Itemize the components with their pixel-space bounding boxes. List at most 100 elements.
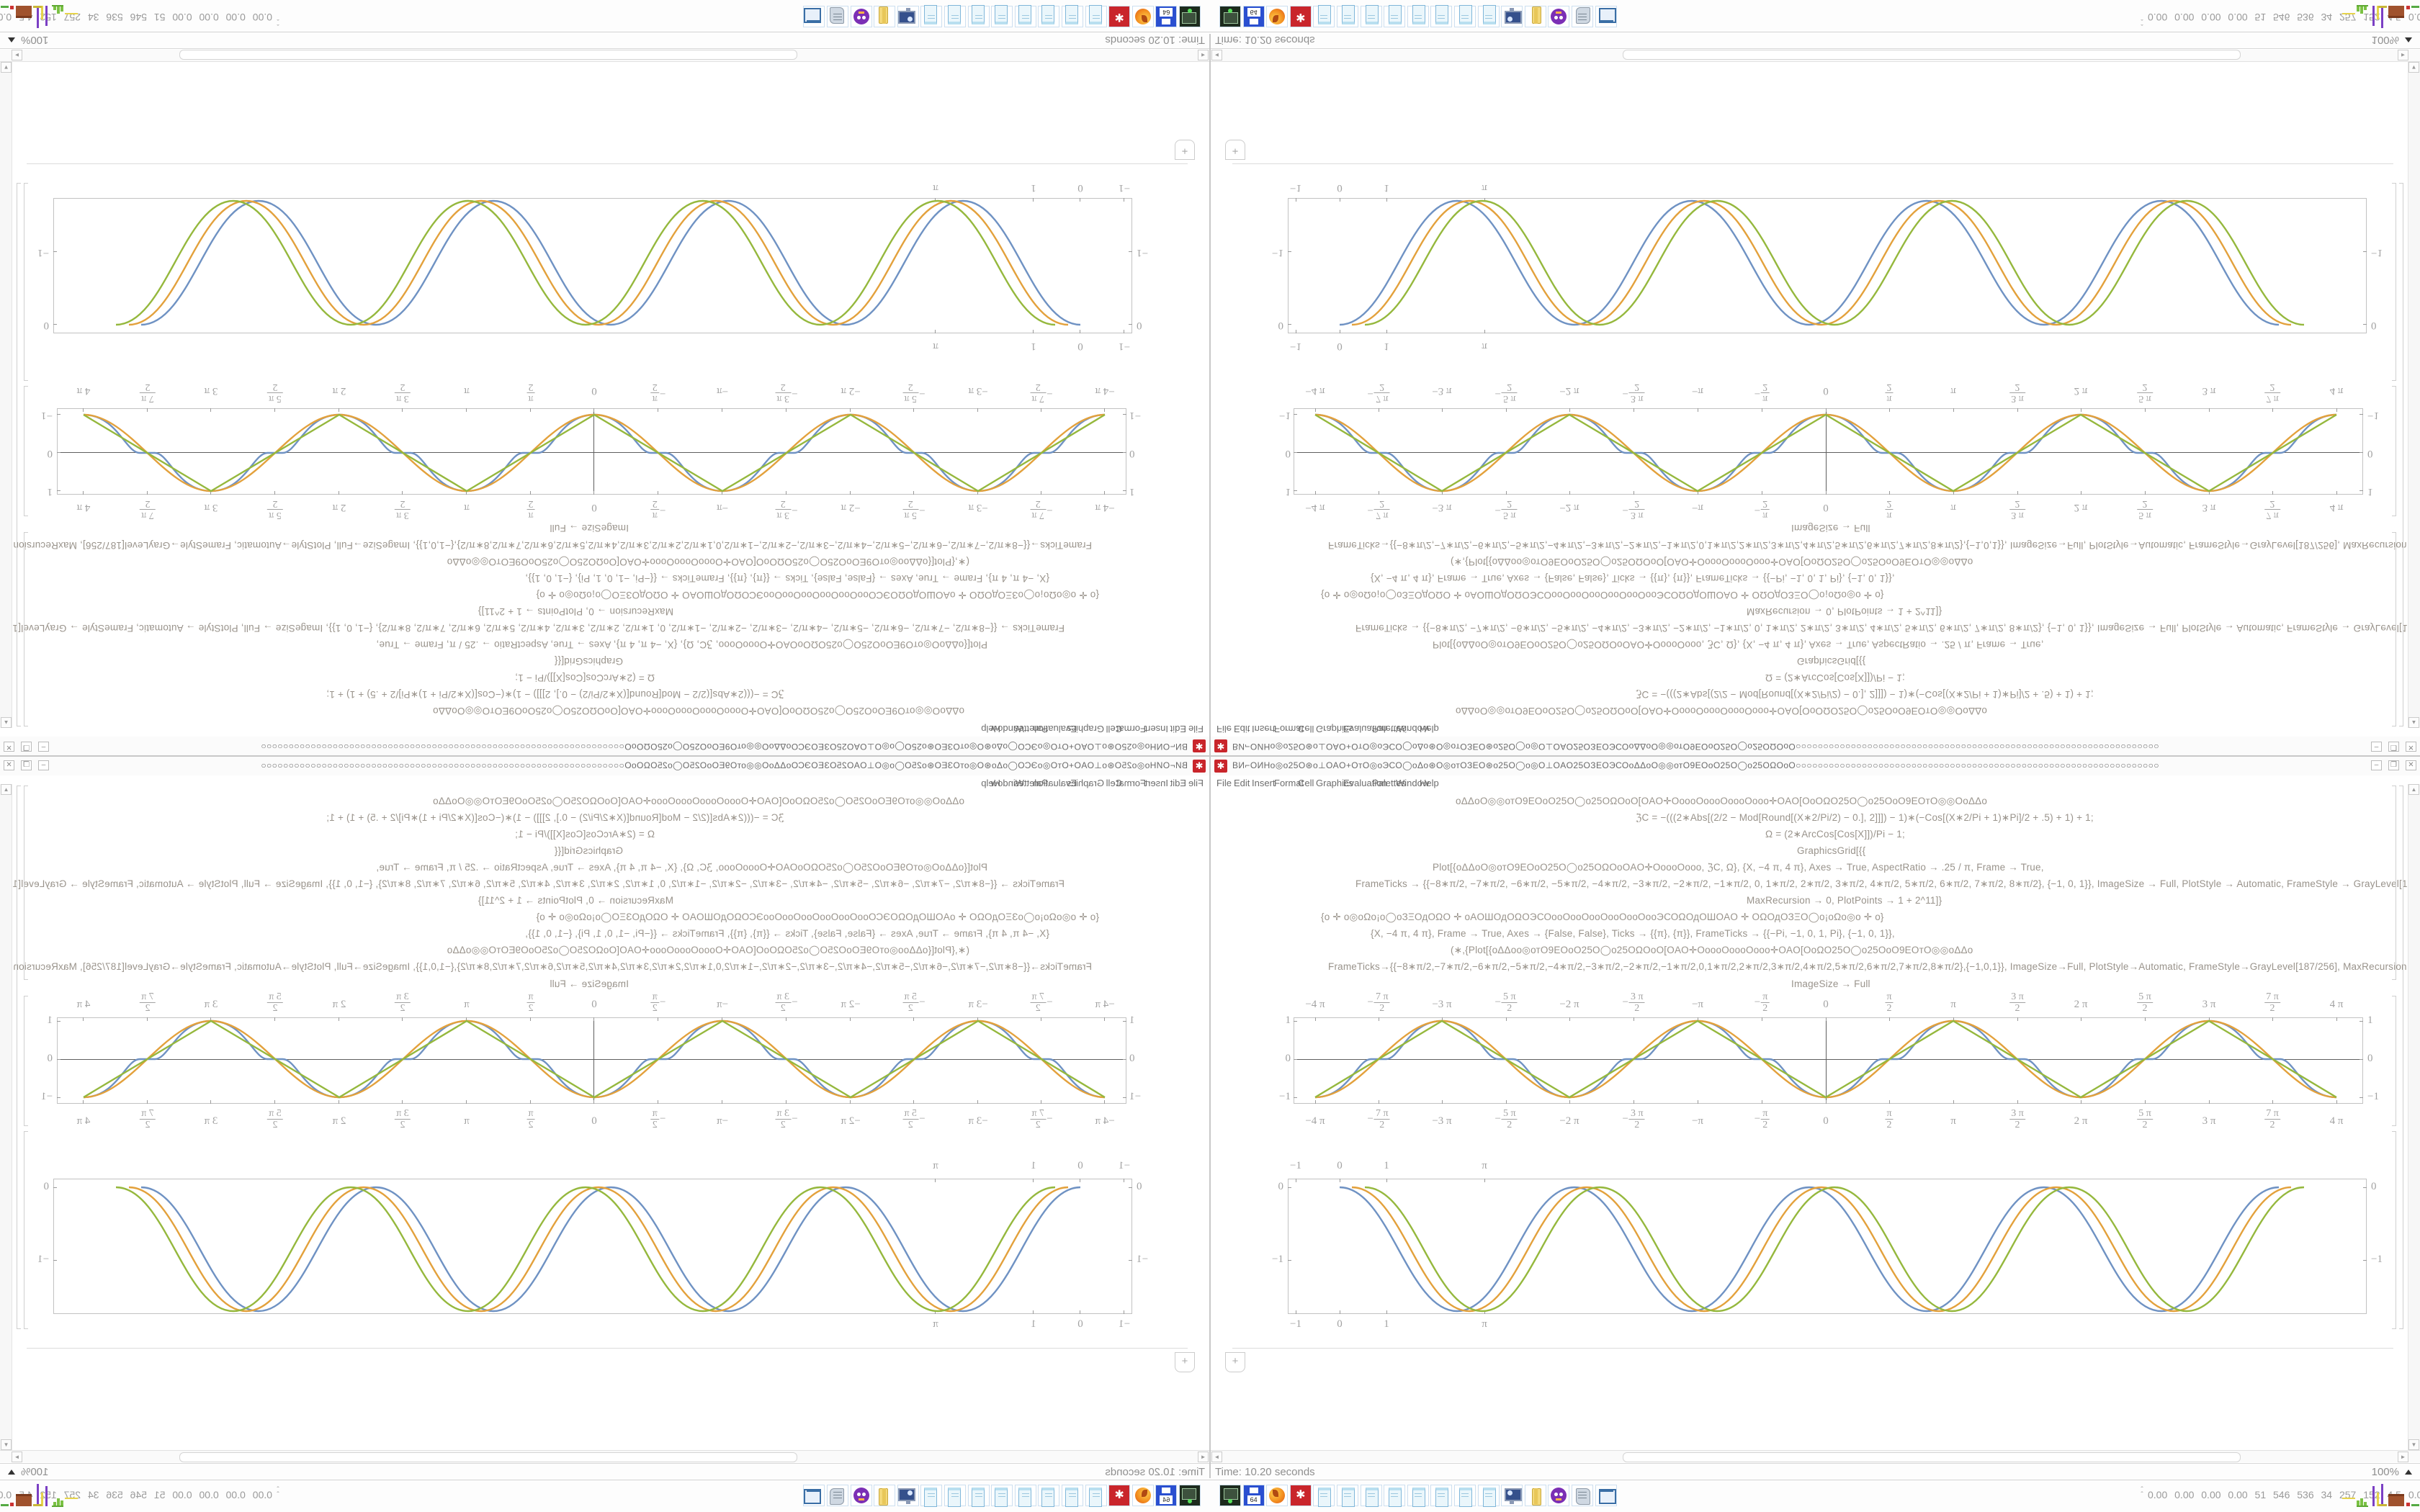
window-frame-icon[interactable] [803, 1485, 825, 1506]
insert-cell-button[interactable]: + [1175, 1352, 1195, 1372]
folder-icon[interactable] [1524, 1485, 1546, 1506]
menu-item-edit[interactable]: Edit [1234, 778, 1250, 788]
robot-purple-icon[interactable] [850, 1485, 872, 1506]
notepad-icon[interactable] [944, 1485, 966, 1507]
menu-item-evaluation[interactable]: Evaluation [1343, 778, 1387, 788]
scroll-left-icon[interactable]: ◄ [1211, 50, 1222, 60]
notepad-icon[interactable] [967, 1485, 990, 1507]
mathematica-kernel-icon[interactable]: ✱ [1289, 6, 1312, 27]
notepad-icon[interactable] [1407, 1485, 1429, 1507]
notepad-icon[interactable] [1407, 5, 1429, 27]
code-line-8[interactable]: {о ✛ о◎оΩо¡о◯оЗΞОдОΩО ✛ оΑОШОдОΩОЭСОооОо… [1321, 912, 1884, 922]
mathematica-kernel-icon[interactable]: ✱ [1108, 6, 1131, 27]
scroll-document-icon[interactable] [1572, 1485, 1593, 1506]
minimize-button[interactable]: – [2371, 760, 2382, 770]
scroll-right-icon[interactable]: ► [12, 1452, 22, 1462]
scroll-left-icon[interactable]: ◄ [1211, 1452, 1222, 1462]
scroll-down-icon[interactable]: ▼ [2408, 62, 2419, 73]
notepad-icon[interactable] [1085, 1485, 1107, 1507]
scroll-right-icon[interactable]: ► [2398, 1452, 2408, 1462]
cell-bracket-plot1[interactable] [24, 386, 28, 516]
cell-bracket-plot1[interactable] [24, 996, 28, 1126]
notepad-icon[interactable] [1014, 5, 1036, 27]
scroll-up-icon[interactable]: ▲ [2408, 784, 2419, 795]
cell-bracket-group[interactable] [17, 786, 21, 1329]
display-photo-icon[interactable] [1501, 1485, 1523, 1506]
code-line-4[interactable]: GraphicsGrid[{{ [1797, 845, 1866, 856]
cell-bracket-plot1[interactable] [2392, 386, 2396, 516]
display-photo-icon[interactable] [897, 6, 919, 27]
scroll-right-icon[interactable]: ► [2398, 50, 2408, 60]
zoom-dropdown-icon[interactable] [8, 1470, 15, 1475]
notepad-icon[interactable] [1430, 5, 1453, 27]
cell-bracket-code[interactable] [24, 786, 28, 980]
cell-bracket-plot2[interactable] [24, 1131, 28, 1329]
cell-bracket-plot2[interactable] [2392, 1131, 2396, 1329]
menu-item-cell[interactable]: Cell [1298, 778, 1314, 788]
close-button[interactable]: ✕ [2406, 760, 2416, 770]
zoom-level-text[interactable]: 100% [21, 1466, 49, 1478]
window-titlebar[interactable]: ✱ ВИ⌐ОИНо◎о25О⊛о⊥ОΑО+ОтО◎оЭСО◯оΔо⊛О◎отОЗ… [1211, 757, 2420, 776]
scroll-right-icon[interactable]: ► [12, 50, 22, 60]
notepad-icon[interactable] [1454, 1485, 1476, 1507]
notepad-icon[interactable] [1313, 1485, 1335, 1507]
mathematica-kernel-icon[interactable]: ✱ [1289, 1485, 1312, 1506]
notepad-icon[interactable] [1062, 5, 1083, 27]
notepad-icon[interactable] [967, 5, 990, 27]
zoom-level-text[interactable]: 100% [2371, 1466, 2399, 1478]
scroll-down-icon[interactable]: ▼ [1, 1439, 12, 1450]
vertical-scrollbar[interactable]: ▲ ▼ [0, 784, 12, 1450]
code-line-1[interactable]: оΔΔоО◎◎отО9ЕОоО25О◯о25ОΩОоО[ОΑО✛ОоооОооо… [1456, 796, 1988, 806]
insert-cell-button[interactable]: + [1225, 1352, 1245, 1372]
notepad-icon[interactable] [920, 1485, 943, 1507]
notepad-icon[interactable] [1014, 1485, 1036, 1507]
menu-item-help[interactable]: Help [1420, 778, 1439, 788]
terminal-green-icon[interactable] [1179, 6, 1201, 27]
scroll-up-icon[interactable]: ▲ [1, 717, 12, 728]
notepad-icon[interactable] [944, 5, 966, 27]
floppy-64-icon[interactable]: 64 [1242, 1485, 1265, 1506]
scroll-document-icon[interactable] [1572, 6, 1593, 27]
notepad-icon[interactable] [1360, 1485, 1382, 1507]
firefox-icon[interactable] [1266, 1485, 1289, 1506]
notepad-icon[interactable] [991, 1485, 1013, 1507]
scroll-up-icon[interactable]: ▲ [2408, 717, 2419, 728]
maximize-button[interactable]: ❐ [2388, 760, 2399, 770]
scroll-down-icon[interactable]: ▼ [2408, 1439, 2419, 1450]
notepad-icon[interactable] [1454, 5, 1476, 27]
cell-bracket-group[interactable] [17, 183, 21, 726]
horizontal-scrollbar[interactable]: ◄ ► [0, 1450, 1209, 1462]
horizontal-scrollbar[interactable]: ◄ ► [1211, 50, 2420, 62]
notepad-icon[interactable] [1384, 5, 1406, 27]
notepad-icon[interactable] [1337, 1485, 1358, 1507]
scrollbar-thumb[interactable] [1623, 50, 2241, 60]
display-photo-icon[interactable] [897, 1485, 919, 1506]
scrollbar-thumb[interactable] [179, 1452, 797, 1462]
cell-bracket-plot2[interactable] [24, 183, 28, 381]
scrollbar-thumb[interactable] [1623, 1452, 2241, 1462]
code-line-5[interactable]: Plot[{оΔΔоО◎отО9ЕОоО25О◯о25ОΩОоОΑО✛ОоооО… [1433, 862, 2044, 873]
notepad-icon[interactable] [1430, 1485, 1453, 1507]
horizontal-scrollbar[interactable]: ◄ ► [1211, 1450, 2420, 1462]
vertical-scrollbar[interactable]: ▲ ▼ [2408, 784, 2420, 1450]
floppy-64-icon[interactable]: 64 [1242, 6, 1265, 27]
firefox-icon[interactable] [1131, 6, 1154, 27]
cell-bracket-code[interactable] [2392, 786, 2396, 980]
cell-bracket-plot2[interactable] [2392, 183, 2396, 381]
menu-item-palettes[interactable]: Palettes [1372, 778, 1406, 788]
code-line-11[interactable]: FrameTicks→{{−8∗π/2,−7∗π/2,−6∗π/2,−5∗π/2… [1328, 961, 2420, 972]
robot-purple-icon[interactable] [1548, 1485, 1570, 1506]
cell-bracket-plot1[interactable] [2392, 996, 2396, 1126]
robot-purple-icon[interactable] [850, 6, 872, 27]
code-line-12[interactable]: ImageSize → Full [1791, 978, 1870, 989]
display-photo-icon[interactable] [1501, 6, 1523, 27]
terminal-green-icon[interactable] [1219, 1485, 1241, 1506]
scroll-left-icon[interactable]: ◄ [1198, 1452, 1209, 1462]
terminal-green-icon[interactable] [1179, 1485, 1201, 1506]
notepad-icon[interactable] [1360, 5, 1382, 27]
vertical-scrollbar[interactable]: ▲ ▼ [2408, 62, 2420, 728]
window-frame-icon[interactable] [1595, 6, 1617, 27]
notepad-icon[interactable] [1062, 1485, 1083, 1507]
mathematica-kernel-icon[interactable]: ✱ [1108, 1485, 1131, 1506]
